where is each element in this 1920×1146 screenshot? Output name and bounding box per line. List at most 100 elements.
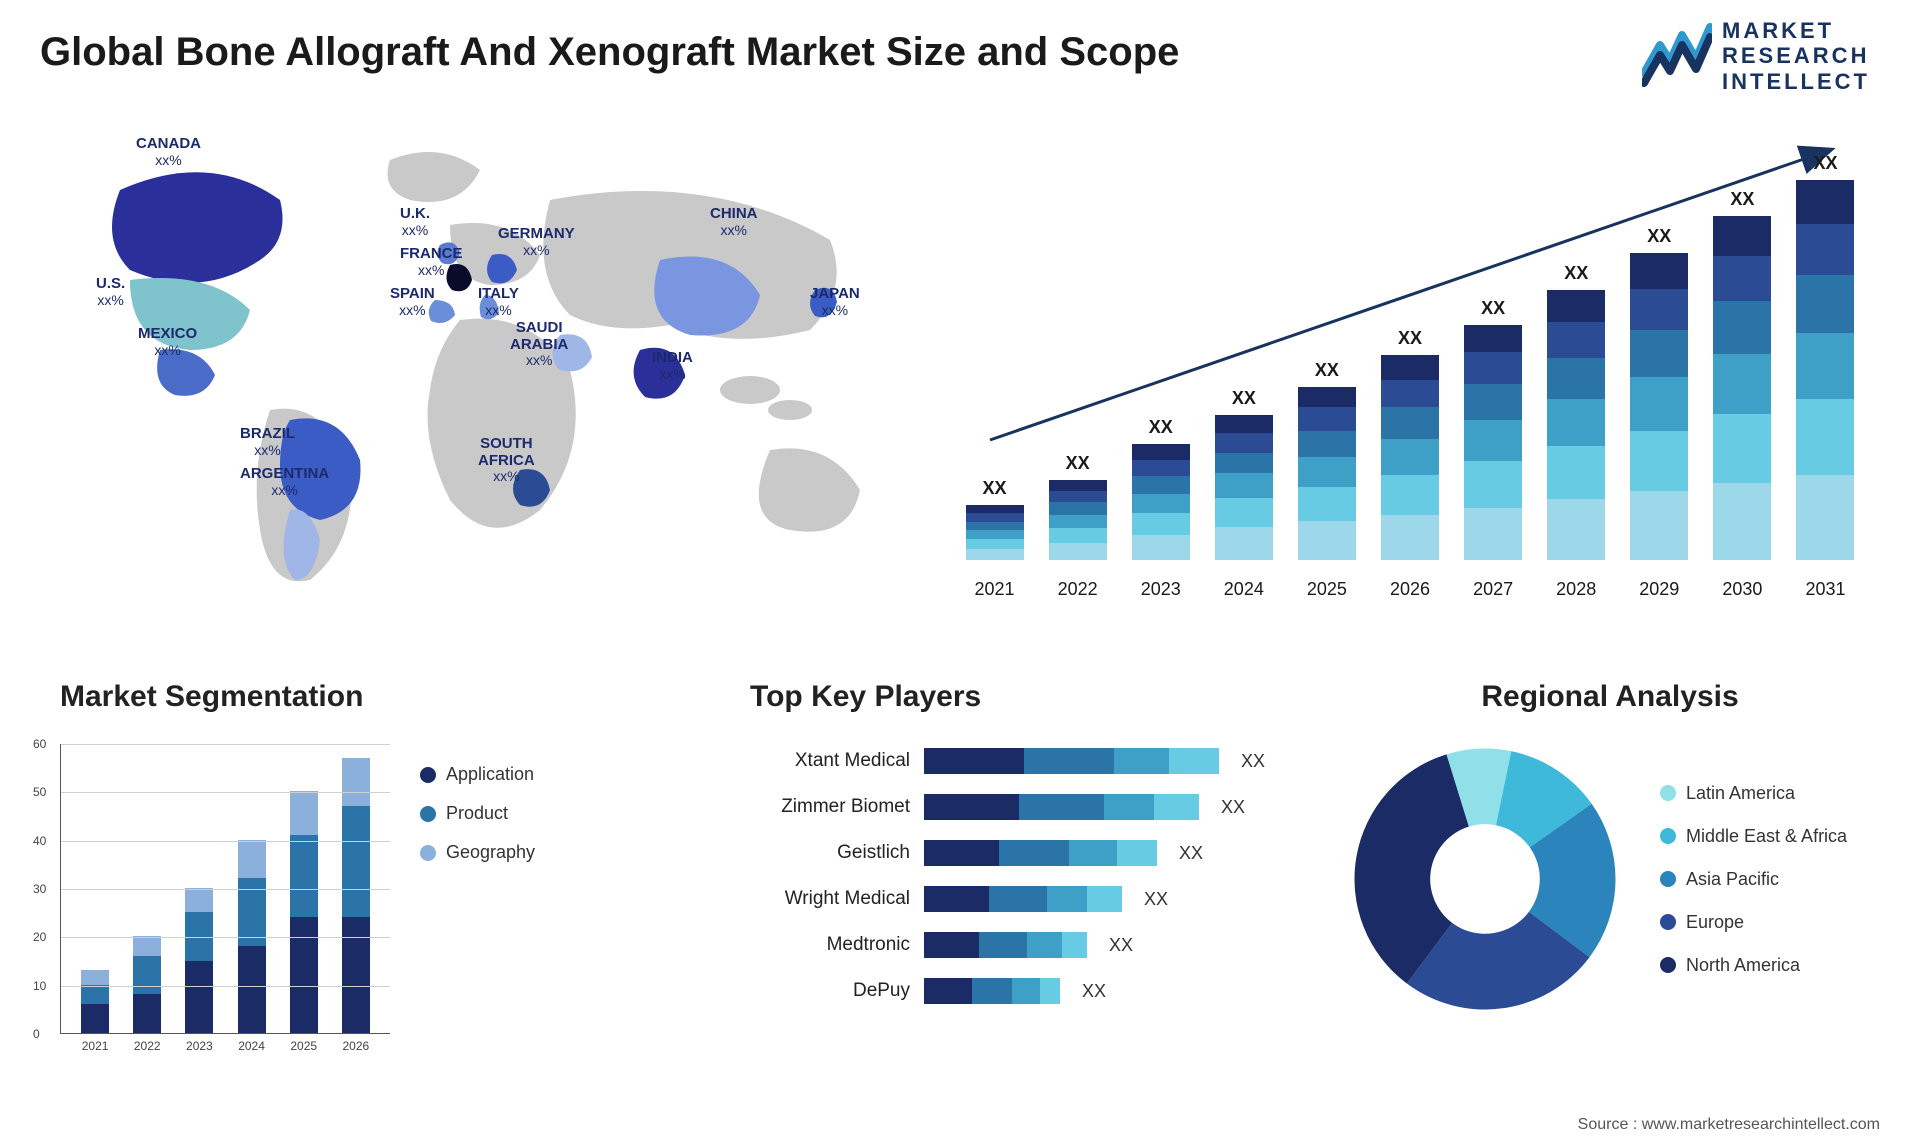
logo-line3: INTELLECT: [1722, 69, 1870, 94]
player-bar-segment: [1114, 748, 1169, 774]
bar-x-label: 2028: [1542, 573, 1611, 600]
player-bar: [924, 840, 1157, 866]
seg-x-label: 2023: [186, 1039, 213, 1053]
map-label: SPAINxx%: [390, 286, 435, 318]
player-bar-segment: [1040, 978, 1060, 1004]
bar-x-label: 2030: [1708, 573, 1777, 600]
player-value: XX: [1109, 935, 1133, 956]
page-title: Global Bone Allograft And Xenograft Mark…: [40, 30, 1179, 75]
bar-segment: [1796, 399, 1854, 475]
player-value: XX: [1144, 889, 1168, 910]
player-name: DePuy: [750, 980, 910, 1002]
seg-x-label: 2026: [343, 1039, 370, 1053]
legend-dot-icon: [1660, 957, 1676, 973]
bar-value-label: XX: [1232, 388, 1256, 409]
legend-dot-icon: [420, 845, 436, 861]
segmentation-legend: ApplicationProductGeography: [420, 764, 535, 1034]
seg-bar-stack: [342, 758, 370, 1033]
map-label: ARGENTINAxx%: [240, 466, 329, 498]
map-label: JAPANxx%: [810, 286, 860, 318]
map-label: GERMANYxx%: [498, 226, 575, 258]
bar-segment: [1132, 460, 1190, 477]
bar-segment: [1547, 499, 1605, 560]
bar-segment: [1713, 216, 1771, 256]
y-tick-label: 60: [33, 737, 46, 751]
bar-value-label: XX: [1315, 360, 1339, 381]
bar-segment: [1713, 301, 1771, 353]
segmentation-title: Market Segmentation: [60, 680, 600, 714]
bar-segment: [1298, 521, 1356, 560]
bar-segment: [1381, 439, 1439, 475]
bar-stack: [1713, 216, 1771, 560]
player-bar-segment: [924, 748, 1024, 774]
player-bar-segment: [1069, 840, 1117, 866]
player-name: Wright Medical: [750, 888, 910, 910]
bar-segment: [1215, 527, 1273, 560]
bar-segment: [1464, 352, 1522, 384]
legend-dot-icon: [1660, 785, 1676, 801]
player-bar-segment: [999, 840, 1069, 866]
bar-segment: [1049, 502, 1107, 514]
bar-segment: [1132, 476, 1190, 494]
map-label: U.S.xx%: [96, 276, 125, 308]
legend-item: Application: [420, 764, 535, 785]
bar-group: XX: [1043, 453, 1112, 560]
player-bar-segment: [972, 978, 1012, 1004]
player-row: Zimmer BiometXX: [750, 790, 1280, 824]
bar-segment: [1796, 180, 1854, 224]
seg-bar-segment: [238, 946, 266, 1033]
seg-bar-segment: [185, 912, 213, 960]
bar-segment: [966, 505, 1024, 513]
bar-segment: [1713, 414, 1771, 483]
gridline: [61, 937, 390, 938]
bar-stack: [1381, 355, 1439, 560]
map-label: MEXICOxx%: [138, 326, 197, 358]
seg-x-label: 2021: [82, 1039, 109, 1053]
main-x-axis: 2021202220232024202520262027202820292030…: [960, 573, 1860, 600]
bar-segment: [1464, 384, 1522, 420]
seg-x-label: 2024: [238, 1039, 265, 1053]
bar-segment: [1298, 431, 1356, 457]
bar-segment: [1215, 473, 1273, 498]
bar-segment: [1298, 407, 1356, 430]
main-bars-area: XXXXXXXXXXXXXXXXXXXXXX: [960, 180, 1860, 560]
player-bar-segment: [1024, 748, 1114, 774]
legend-dot-icon: [420, 767, 436, 783]
map-label: CANADAxx%: [136, 136, 201, 168]
legend-dot-icon: [1660, 914, 1676, 930]
player-row: DePuyXX: [750, 974, 1280, 1008]
legend-label: Geography: [446, 842, 535, 863]
bar-segment: [1796, 333, 1854, 399]
bar-x-label: 2023: [1126, 573, 1195, 600]
bar-segment: [1630, 431, 1688, 492]
players-panel: Top Key Players Xtant MedicalXXZimmer Bi…: [750, 680, 1280, 1008]
legend-item: Latin America: [1660, 783, 1847, 804]
bar-segment: [1215, 498, 1273, 527]
map-label: INDIAxx%: [652, 350, 693, 382]
bar-segment: [1381, 475, 1439, 515]
bar-segment: [1381, 515, 1439, 560]
bar-segment: [966, 549, 1024, 560]
segmentation-chart: 202120222023202420252026 0102030405060 A…: [60, 744, 600, 1034]
y-tick-label: 20: [33, 930, 46, 944]
seg-bar-stack: [290, 791, 318, 1033]
bar-segment: [1049, 543, 1107, 560]
player-bar-segment: [989, 886, 1047, 912]
bar-x-label: 2026: [1375, 573, 1444, 600]
player-bar: [924, 978, 1060, 1004]
bar-segment: [1381, 407, 1439, 439]
bar-segment: [1713, 483, 1771, 560]
player-row: GeistlichXX: [750, 836, 1280, 870]
bar-segment: [1049, 528, 1107, 543]
bar-segment: [1049, 491, 1107, 502]
bar-stack: [1796, 180, 1854, 560]
gridline: [61, 889, 390, 890]
bar-group: XX: [1126, 417, 1195, 560]
bar-x-label: 2025: [1292, 573, 1361, 600]
brand-logo: MARKET RESEARCH INTELLECT: [1642, 18, 1870, 94]
bar-stack: [966, 505, 1024, 560]
player-name: Zimmer Biomet: [750, 796, 910, 818]
bar-segment: [1464, 325, 1522, 353]
bar-segment: [966, 513, 1024, 521]
player-row: Wright Medical XX: [750, 882, 1280, 916]
